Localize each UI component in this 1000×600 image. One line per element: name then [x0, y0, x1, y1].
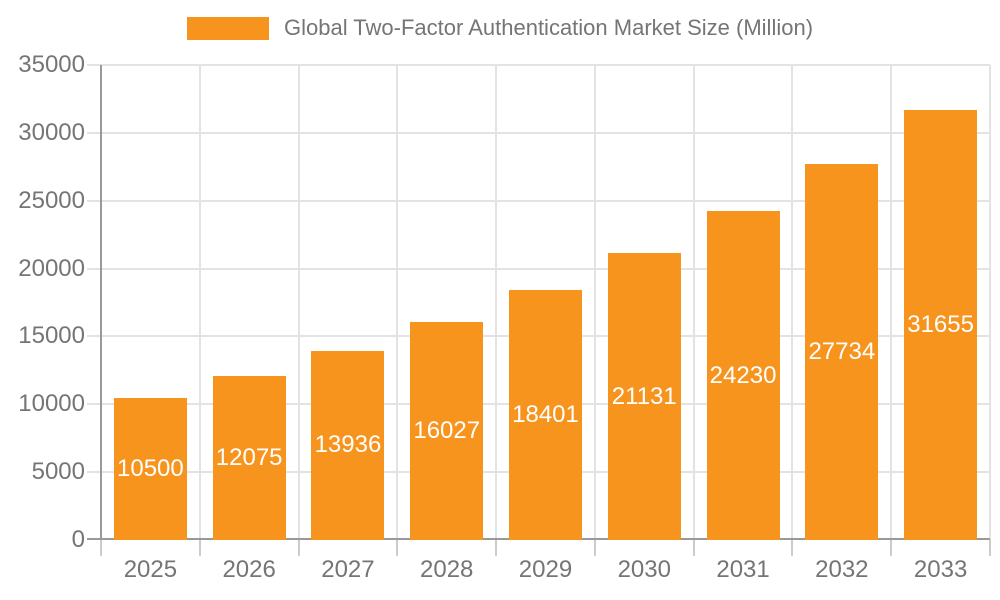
y-axis-tick [87, 403, 101, 406]
y-axis-label: 30000 [18, 118, 85, 146]
bar-value-label-2032: 27734 [808, 337, 876, 365]
x-axis-label-2027: 2027 [321, 556, 375, 583]
y-axis-tick [87, 471, 101, 474]
x-axis-tick [593, 540, 596, 556]
gridline-horizontal [101, 267, 990, 270]
bar-2032[interactable] [805, 163, 879, 540]
gridline-vertical [791, 65, 794, 540]
bar-2031[interactable] [706, 211, 780, 540]
y-axis-label: 35000 [18, 51, 85, 78]
gridline-vertical [297, 65, 300, 540]
gridline-vertical [495, 65, 498, 540]
y-axis-label: 25000 [18, 186, 85, 214]
bar-2033[interactable] [904, 110, 978, 540]
gridline-horizontal [101, 199, 990, 202]
bar-2029[interactable] [509, 290, 582, 540]
legend-label: Global Two-Factor Authentication Market … [283, 15, 814, 40]
x-axis-tick [890, 540, 893, 556]
x-axis-label-2028: 2028 [420, 556, 474, 583]
x-axis-label-2030: 2030 [617, 556, 671, 583]
gridline-vertical [198, 65, 201, 540]
x-axis-label-2031: 2031 [716, 556, 770, 583]
bar-value-label-2027: 13936 [314, 431, 382, 459]
bar-2028[interactable] [410, 322, 484, 540]
y-axis-label: 5000 [31, 458, 85, 486]
gridline-vertical [890, 65, 893, 540]
y-axis-label: 10000 [18, 390, 85, 418]
gridline-vertical [692, 65, 695, 540]
bar-value-label-2033: 31655 [907, 311, 974, 339]
x-axis-tick [692, 540, 695, 556]
chart-legend[interactable]: Global Two-Factor Authentication Market … [0, 16, 1000, 40]
y-axis-tick [87, 267, 101, 270]
gridline-horizontal [101, 64, 990, 66]
gridline-vertical [989, 65, 991, 540]
gridline-vertical [593, 65, 596, 540]
x-axis-tick [297, 540, 300, 556]
gridline-horizontal [101, 131, 990, 134]
x-axis-label-2025: 2025 [123, 556, 178, 583]
bar-value-label-2026: 12075 [215, 444, 283, 472]
y-axis-label: 15000 [18, 322, 85, 350]
x-axis-tick [198, 540, 201, 556]
x-axis-label-2033: 2033 [913, 556, 968, 583]
bar-value-label-2030: 21131 [611, 382, 677, 410]
x-axis-label-2029: 2029 [518, 556, 573, 583]
x-axis-tick [100, 540, 102, 556]
y-axis-tick [87, 335, 101, 338]
y-axis-line [100, 65, 102, 540]
y-axis-tick [87, 199, 101, 202]
bar-value-label-2028: 16027 [413, 417, 481, 445]
x-axis-label-2032: 2032 [815, 556, 869, 583]
x-axis-tick [495, 540, 498, 556]
bar-2030[interactable] [607, 253, 681, 540]
bar-value-label-2031: 24230 [709, 361, 777, 389]
bar-2027[interactable] [311, 350, 385, 540]
y-axis-tick [87, 131, 101, 134]
x-axis-tick [791, 540, 794, 556]
y-axis-label: 20000 [18, 254, 85, 282]
x-axis-label-2026: 2026 [222, 556, 276, 583]
y-axis-label: 0 [71, 526, 85, 553]
bar-2026[interactable] [212, 376, 286, 540]
bar-value-label-2029: 18401 [512, 401, 579, 429]
gridline-vertical [396, 65, 399, 540]
y-axis-tick [87, 64, 101, 66]
x-axis-tick [396, 540, 399, 556]
x-axis-tick [989, 540, 991, 556]
bar-value-label-2025: 10500 [117, 454, 184, 482]
legend-swatch-icon [186, 16, 269, 40]
bar-2025[interactable] [113, 397, 187, 540]
